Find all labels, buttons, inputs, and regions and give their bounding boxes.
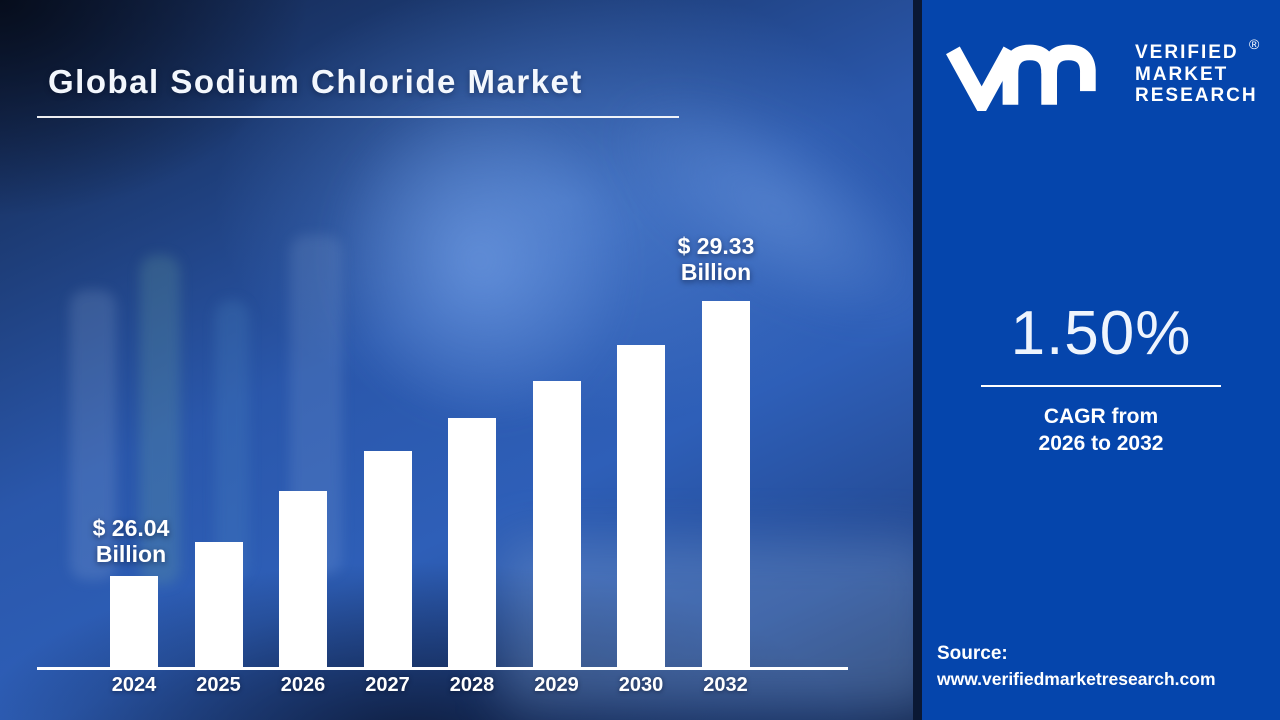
- cagr-divider: [981, 385, 1221, 387]
- brand-logo: VERIFIED MARKET RESEARCH ®: [942, 36, 1272, 116]
- vmr-logo-icon: [946, 44, 1096, 111]
- x-tick-2026: 2026: [280, 674, 326, 696]
- bar-chart: 2024 2025 2026 2027 2028 2029 2030 2032: [37, 301, 848, 696]
- cagr-block: 1.50% CAGR from 2026 to 2032: [922, 298, 1280, 457]
- bar-2024: [110, 576, 158, 669]
- bar-2029: [532, 381, 581, 669]
- brand-name-line1: VERIFIED: [1135, 42, 1239, 63]
- value-label-2024-amount: $ 26.04: [92, 515, 170, 541]
- value-label-2024-unit: Billion: [95, 541, 167, 567]
- cagr-caption-line2: 2026 to 2032: [1038, 432, 1164, 455]
- x-tick-2030: 2030: [618, 674, 664, 696]
- x-tick-2029: 2029: [534, 674, 579, 696]
- value-label-2032-unit: Billion: [680, 259, 752, 285]
- bar-2025: [194, 542, 243, 669]
- value-label-2024: $ 26.04 Billion: [56, 515, 206, 567]
- bar-2028: [448, 418, 496, 669]
- value-label-2032: $ 29.33 Billion: [641, 233, 791, 285]
- main-panel: Global Sodium Chloride Market $ 26.04 Bi…: [0, 0, 913, 720]
- source-url[interactable]: www.verifiedmarketresearch.com: [937, 669, 1216, 689]
- brand-name-line2: MARKET: [1135, 63, 1229, 85]
- cagr-caption: CAGR from 2026 to 2032: [922, 403, 1280, 457]
- x-tick-2024: 2024: [111, 674, 157, 696]
- bar-2032: [701, 301, 750, 669]
- value-label-2032-amount: $ 29.33: [677, 233, 755, 259]
- panel-divider: [913, 0, 922, 720]
- brand-name-line3: RESEARCH: [1135, 85, 1258, 106]
- test-tube-shape: [215, 300, 249, 580]
- x-axis-line: [37, 667, 848, 670]
- x-tick-2028: 2028: [449, 674, 495, 696]
- source-block: Source: www.verifiedmarketresearch.com: [937, 643, 1216, 690]
- source-label: Source:: [937, 643, 1008, 664]
- x-tick-2032: 2032: [703, 674, 748, 696]
- sidebar: VERIFIED MARKET RESEARCH ® 1.50% CAGR fr…: [922, 0, 1280, 720]
- x-tick-2025: 2025: [196, 674, 241, 696]
- x-tick-2027: 2027: [365, 674, 410, 696]
- bar-2027: [363, 451, 412, 669]
- bar-2026: [279, 491, 327, 669]
- registered-trademark-icon: ®: [1249, 36, 1260, 52]
- cagr-caption-line1: CAGR from: [1043, 405, 1159, 428]
- test-tube-shape: [70, 290, 116, 580]
- bar-2030: [617, 345, 665, 669]
- cagr-value: 1.50%: [1010, 299, 1192, 368]
- page-title: Global Sodium Chloride Market: [48, 63, 583, 100]
- test-tube-shape: [140, 255, 180, 585]
- brand-name: VERIFIED MARKET RESEARCH: [1135, 42, 1258, 107]
- title-underline: [37, 116, 679, 118]
